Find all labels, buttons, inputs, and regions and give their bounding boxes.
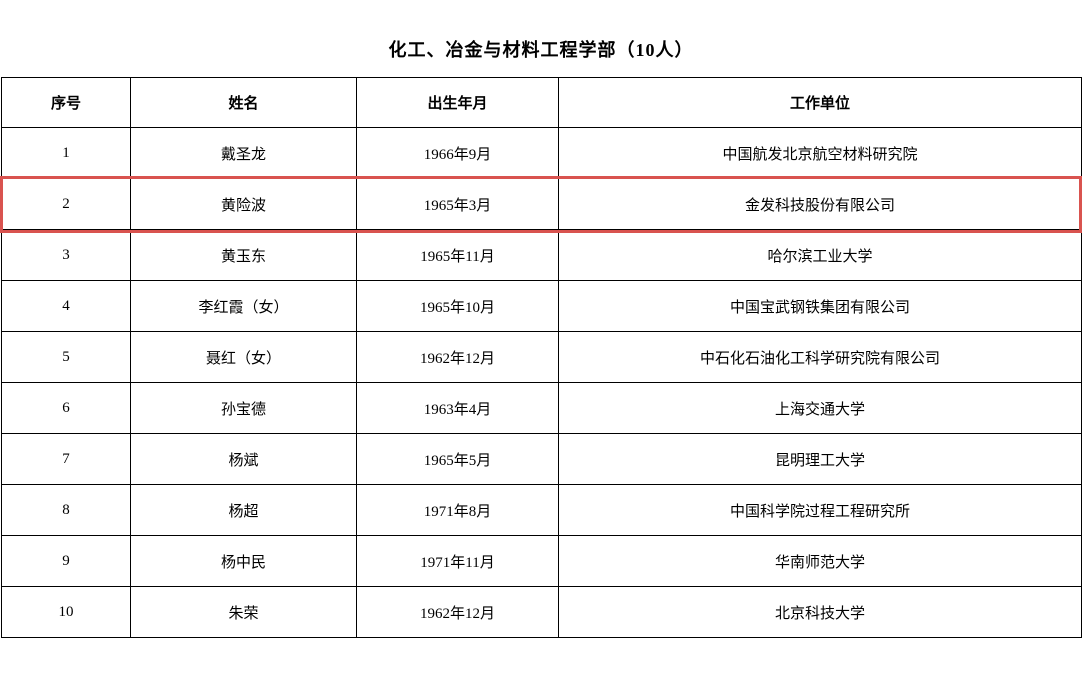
cell-workunit: 中石化石油化工科学研究院有限公司 [558, 331, 1082, 383]
cell-name: 杨中民 [130, 535, 357, 587]
cell-birthdate: 1962年12月 [356, 586, 559, 638]
roster-table: 序号 姓名 出生年月 工作单位 1 戴圣龙 1966年9月 中国航发北京航空材料研究院… [1, 77, 1082, 638]
table-row: 6 孙宝德 1963年4月 上海交通大学 [1, 382, 1082, 434]
table-row: 10 朱荣 1962年12月 北京科技大学 [1, 586, 1082, 638]
cell-name: 李红霞（女） [130, 280, 357, 332]
table-row: 2 黄险波 1965年3月 金发科技股份有限公司 [1, 178, 1082, 230]
cell-name: 黄险波 [130, 178, 357, 230]
cell-workunit: 上海交通大学 [558, 382, 1082, 434]
header-workunit: 工作单位 [558, 77, 1082, 128]
table-row: 1 戴圣龙 1966年9月 中国航发北京航空材料研究院 [1, 127, 1082, 179]
table-row: 7 杨斌 1965年5月 昆明理工大学 [1, 433, 1082, 485]
cell-workunit: 中国科学院过程工程研究所 [558, 484, 1082, 536]
cell-serial: 3 [1, 229, 131, 281]
cell-birthdate: 1965年3月 [356, 178, 559, 230]
cell-birthdate: 1962年12月 [356, 331, 559, 383]
cell-name: 朱荣 [130, 586, 357, 638]
cell-name: 黄玉东 [130, 229, 357, 281]
table-header: 序号 姓名 出生年月 工作单位 [1, 77, 1082, 128]
cell-birthdate: 1966年9月 [356, 127, 559, 179]
cell-name: 杨斌 [130, 433, 357, 485]
cell-serial: 1 [1, 127, 131, 179]
cell-birthdate: 1965年5月 [356, 433, 559, 485]
cell-serial: 2 [1, 178, 131, 230]
cell-workunit: 中国宝武钢铁集团有限公司 [558, 280, 1082, 332]
cell-birthdate: 1971年11月 [356, 535, 559, 587]
cell-serial: 5 [1, 331, 131, 383]
cell-name: 戴圣龙 [130, 127, 357, 179]
header-row: 序号 姓名 出生年月 工作单位 [1, 77, 1082, 128]
table-row: 4 李红霞（女） 1965年10月 中国宝武钢铁集团有限公司 [1, 280, 1082, 332]
cell-serial: 9 [1, 535, 131, 587]
cell-birthdate: 1965年11月 [356, 229, 559, 281]
table-row: 5 聂红（女） 1962年12月 中石化石油化工科学研究院有限公司 [1, 331, 1082, 383]
header-serial: 序号 [1, 77, 131, 128]
table-row: 9 杨中民 1971年11月 华南师范大学 [1, 535, 1082, 587]
table-row: 3 黄玉东 1965年11月 哈尔滨工业大学 [1, 229, 1082, 281]
cell-birthdate: 1963年4月 [356, 382, 559, 434]
cell-serial: 6 [1, 382, 131, 434]
cell-workunit: 昆明理工大学 [558, 433, 1082, 485]
table-row: 8 杨超 1971年8月 中国科学院过程工程研究所 [1, 484, 1082, 536]
cell-birthdate: 1965年10月 [356, 280, 559, 332]
cell-name: 聂红（女） [130, 331, 357, 383]
cell-workunit: 北京科技大学 [558, 586, 1082, 638]
cell-name: 杨超 [130, 484, 357, 536]
cell-serial: 7 [1, 433, 131, 485]
cell-serial: 4 [1, 280, 131, 332]
header-name: 姓名 [130, 77, 357, 128]
cell-birthdate: 1971年8月 [356, 484, 559, 536]
page-title: 化工、冶金与材料工程学部（10人） [388, 40, 694, 60]
table-body: 1 戴圣龙 1966年9月 中国航发北京航空材料研究院 2 黄险波 1965年3月 金发科技股… [1, 127, 1082, 638]
cell-serial: 10 [1, 586, 131, 638]
cell-serial: 8 [1, 484, 131, 536]
cell-workunit: 中国航发北京航空材料研究院 [558, 127, 1082, 179]
header-birth: 出生年月 [356, 77, 559, 128]
cell-name: 孙宝德 [130, 382, 357, 434]
cell-workunit: 哈尔滨工业大学 [558, 229, 1082, 281]
cell-workunit: 金发科技股份有限公司 [558, 178, 1082, 230]
cell-workunit: 华南师范大学 [558, 535, 1082, 587]
